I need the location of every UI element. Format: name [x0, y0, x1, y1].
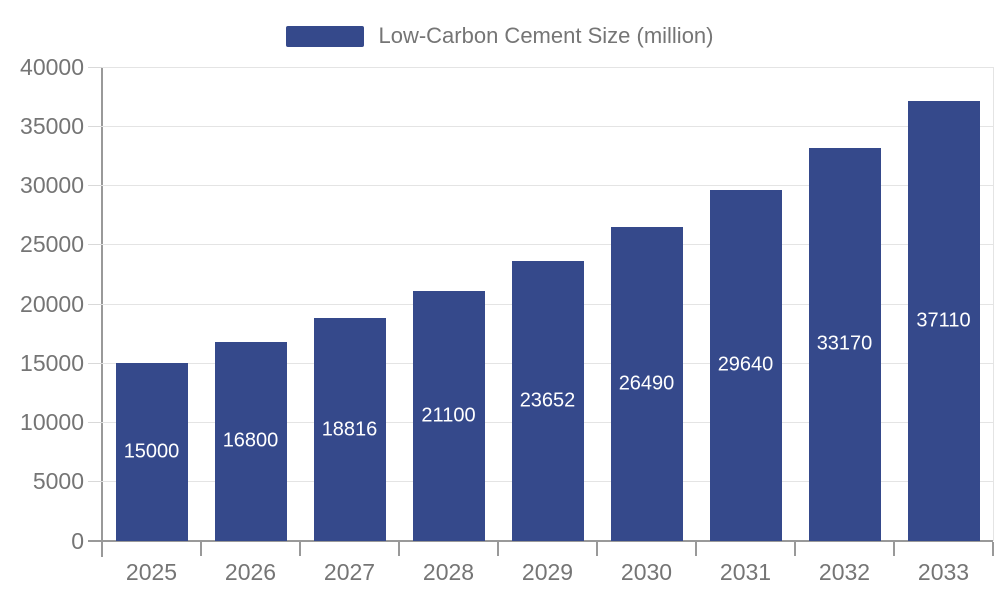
x-axis-tick — [893, 542, 895, 556]
x-axis-tick-label: 2027 — [323, 559, 376, 585]
x-axis-tick — [695, 542, 697, 556]
y-axis-tick-label: 10000 — [20, 409, 84, 435]
x-axis-tick — [497, 542, 499, 556]
y-axis-tick-label: 0 — [71, 527, 84, 554]
bar-2025[interactable] — [115, 363, 188, 541]
bar-value-label: 37110 — [916, 309, 971, 332]
y-axis-tick-label: 20000 — [20, 290, 84, 317]
y-axis-tick — [88, 125, 102, 127]
gridline — [102, 244, 993, 246]
y-axis-tick-label: 5000 — [32, 468, 84, 495]
x-axis-tick — [596, 542, 598, 556]
bar-value-label: 29640 — [717, 353, 774, 376]
x-axis-tick — [398, 542, 400, 556]
bar-value-label: 15000 — [123, 440, 180, 463]
x-axis-tick-label: 2029 — [521, 559, 574, 585]
x-axis-tick-label: 2032 — [818, 559, 871, 585]
gridline — [102, 125, 993, 127]
y-axis-tick — [88, 185, 102, 186]
x-axis-tick — [200, 542, 202, 556]
bar-value-label: 23652 — [519, 389, 576, 412]
x-axis-tick-label: 2028 — [422, 559, 475, 585]
gridline — [102, 185, 993, 186]
y-axis-tick — [88, 303, 102, 305]
bar-value-label: 26490 — [618, 372, 675, 395]
x-axis-tick — [992, 542, 994, 556]
y-axis-tick-label: 25000 — [20, 231, 84, 258]
bar-2027[interactable] — [313, 318, 386, 541]
x-axis-tick — [794, 542, 796, 556]
y-axis-tick-label: 30000 — [20, 172, 84, 198]
bar-value-label: 16800 — [222, 429, 279, 452]
x-axis-tick-label: 2030 — [620, 559, 673, 585]
x-axis-line — [88, 540, 993, 542]
y-axis-tick — [88, 422, 102, 423]
bar-value-label: 21100 — [421, 404, 476, 427]
y-axis-tick-label: 35000 — [20, 112, 84, 139]
y-axis-tick-label: 15000 — [20, 349, 84, 376]
y-axis-tick — [88, 66, 102, 68]
bar-2031[interactable] — [709, 189, 782, 541]
bar-2030[interactable] — [610, 227, 683, 541]
bar-value-label: 33170 — [816, 332, 873, 355]
bar-2029[interactable] — [511, 260, 584, 541]
x-axis-tick-label: 2026 — [224, 559, 277, 585]
x-axis-tick — [299, 542, 301, 556]
gridline — [102, 66, 993, 68]
y-axis-tick — [88, 481, 102, 483]
legend-swatch — [286, 25, 365, 47]
bar-2026[interactable] — [214, 341, 287, 541]
bar-2033[interactable] — [907, 101, 980, 541]
y-axis-tick-label: 40000 — [20, 53, 84, 80]
legend-label: Low-Carbon Cement Size (million) — [378, 23, 714, 48]
y-axis-tick — [88, 362, 102, 364]
x-axis-tick-label: 2031 — [719, 559, 772, 585]
legend[interactable]: Low-Carbon Cement Size (million) — [0, 23, 1000, 49]
y-axis-tick — [88, 244, 102, 246]
bar-2032[interactable] — [808, 147, 881, 541]
y-axis-line — [101, 67, 103, 557]
x-axis-tick-label: 2025 — [125, 559, 178, 585]
plot-area: 0 5000 10000 15000 20000 25000 30000 35000 40000… — [20, 55, 994, 585]
bar-value-label: 18816 — [321, 418, 378, 440]
x-axis-tick-label: 2033 — [917, 559, 970, 585]
bar-2028[interactable] — [412, 290, 485, 541]
